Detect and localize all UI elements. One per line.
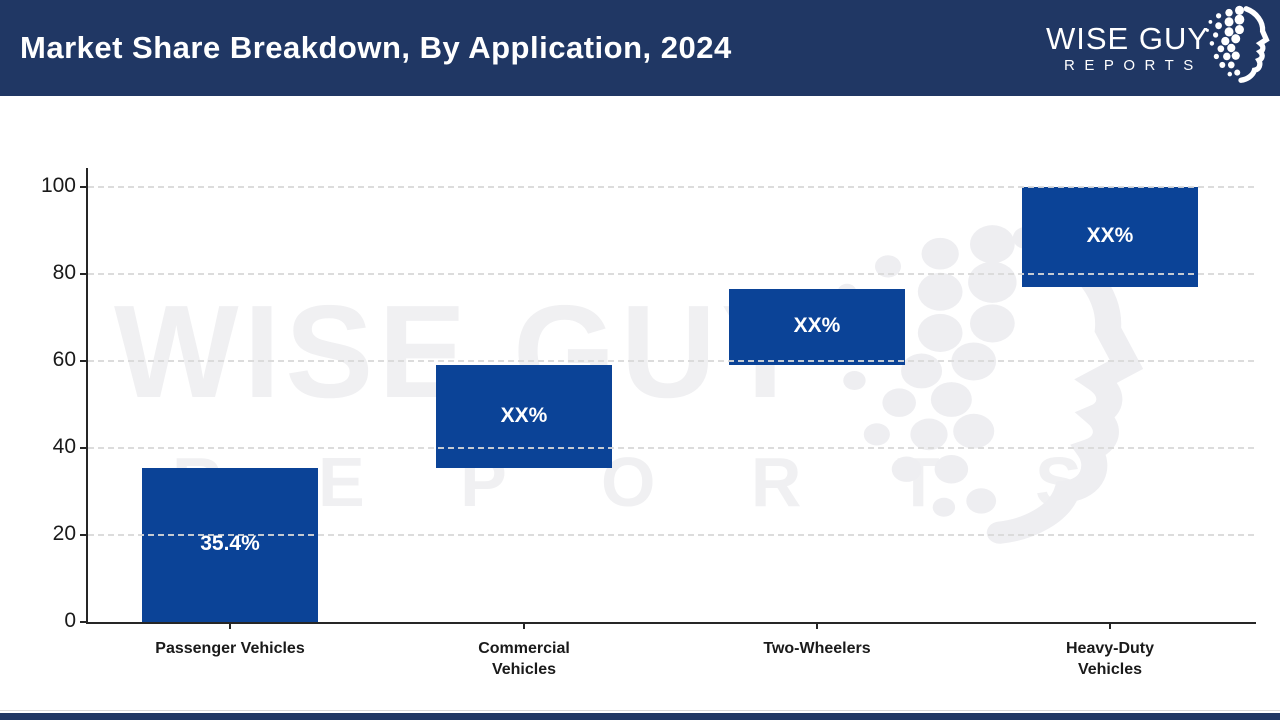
x-category-label: Heavy-Duty Vehicles [1065,640,1155,678]
y-tick-mark [80,447,86,449]
gridline [88,447,1254,449]
y-tick-mark [80,534,86,536]
y-tick-mark [80,273,86,275]
watermark-reports: R E P O R T S [172,443,1120,521]
page-title: Market Share Breakdown, By Application, … [20,30,732,65]
bar-value-label: 35.4% [200,532,260,555]
gridline [88,360,1254,362]
x-tick-mark [816,622,818,629]
gridline [88,186,1254,188]
y-tick-label: 40 [52,435,76,458]
y-tick-mark [80,621,86,623]
gridline [88,273,1254,275]
bar-value-label: XX% [500,403,548,427]
bar-value-label: XX% [1086,224,1134,248]
logo-reports: REPORTS [1064,57,1203,74]
footer-hairline [0,710,1280,711]
logo-dotted-head-profile-icon [1205,5,1270,83]
x-category-label: Two-Wheelers [763,640,871,657]
bar [436,365,612,468]
x-tick-mark [229,622,231,629]
x-category-label: Commercial Vehicles [478,640,570,678]
x-category-label: Passenger Vehicles [155,640,305,657]
y-tick-mark [80,186,86,188]
x-tick-mark [523,622,525,629]
bar-value-label: XX% [793,314,841,338]
y-tick-label: 20 [52,522,76,545]
bar [142,468,318,622]
y-tick-label: 80 [52,261,76,284]
logo-wordmark: WISE GUY [1046,21,1210,56]
footer-bar [0,713,1280,720]
x-tick-mark [1109,622,1111,629]
y-tick-label: 0 [64,609,76,632]
y-axis-line [86,168,88,624]
bar [729,288,905,366]
y-tick-label: 100 [40,174,76,197]
header: Market Share Breakdown, By Application, … [0,0,1280,96]
y-tick-mark [80,360,86,362]
y-tick-label: 60 [52,348,76,371]
gridline [88,534,1254,536]
x-axis-line [86,622,1256,624]
bar [1022,187,1198,288]
